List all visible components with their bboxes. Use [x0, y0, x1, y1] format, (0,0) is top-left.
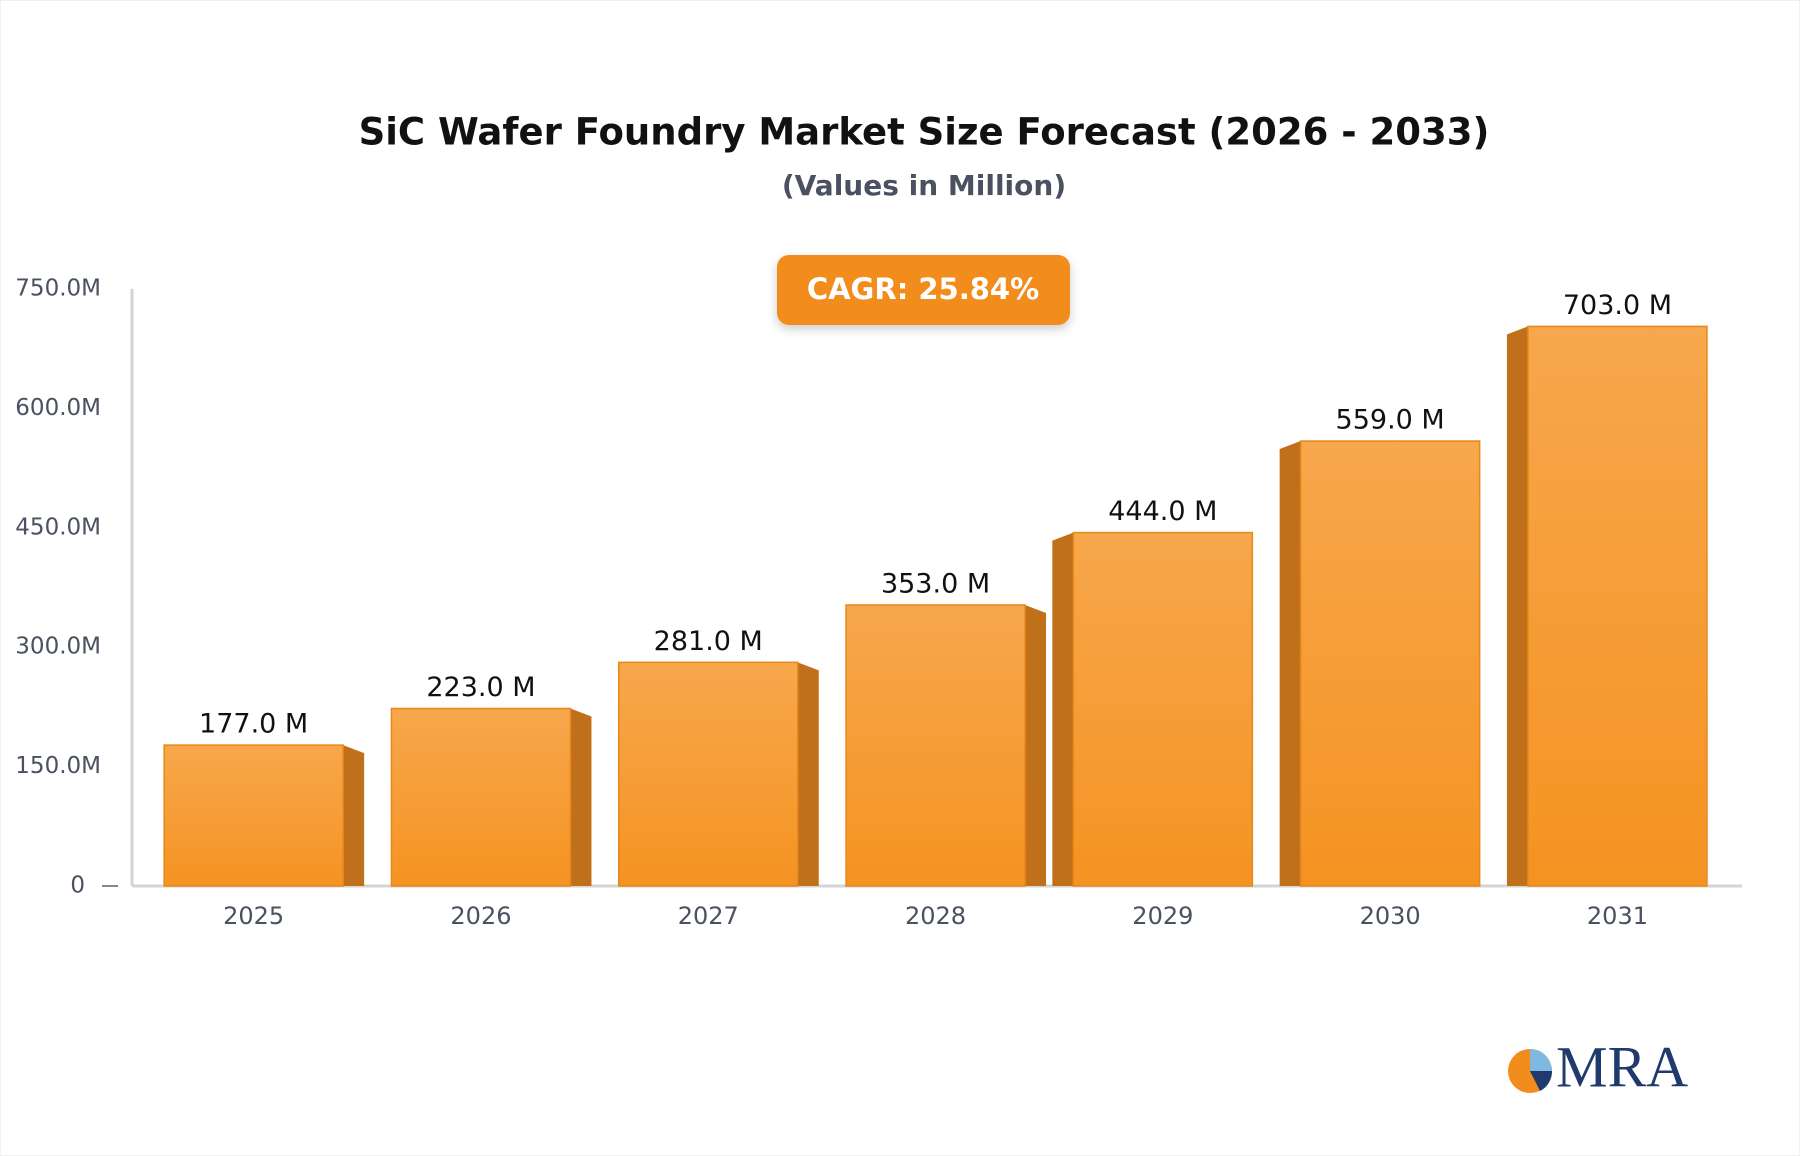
y-tick-label: 600.0M — [15, 395, 101, 421]
logo-text: MRA — [1556, 1034, 1688, 1099]
logo: MRA — [1508, 1034, 1688, 1099]
bar — [163, 744, 344, 887]
x-tick-label: 2031 — [1587, 902, 1648, 930]
logo-icon-part — [1530, 1049, 1552, 1071]
logo-icon-part — [1530, 1071, 1553, 1091]
bar-side — [1506, 326, 1528, 886]
x-tick-label: 2028 — [905, 902, 966, 930]
y-tick-label: 750.0M — [15, 276, 101, 302]
bar-side — [797, 662, 819, 886]
cagr-badge — [777, 255, 1070, 325]
x-tick-label: 2025 — [223, 902, 284, 930]
bar-side — [1279, 441, 1301, 886]
value-label: 177.0 M — [199, 709, 308, 740]
x-tick-label: 2026 — [450, 902, 511, 930]
y-tick-label: 0 — [70, 873, 85, 899]
value-label: 444.0 M — [1108, 496, 1217, 527]
value-label: 281.0 M — [654, 626, 763, 657]
bar-side — [1052, 532, 1074, 886]
bar-side — [570, 708, 592, 886]
value-label: 559.0 M — [1336, 405, 1445, 436]
y-tick-label: 150.0M — [15, 753, 101, 779]
bar — [845, 604, 1026, 887]
chart-subtitle: (Values in Million) — [782, 169, 1066, 202]
bar — [618, 661, 799, 887]
bar — [1527, 325, 1708, 887]
value-label: 353.0 M — [881, 569, 990, 600]
x-tick-label: 2027 — [678, 902, 739, 930]
x-tick-label: 2030 — [1360, 902, 1421, 930]
bar — [1072, 531, 1254, 887]
y-tick-label: 450.0M — [15, 514, 101, 540]
bar — [390, 707, 572, 887]
x-tick-label: 2029 — [1132, 902, 1193, 930]
bar-side — [1025, 605, 1047, 886]
value-label: 223.0 M — [426, 672, 535, 703]
bar — [1299, 440, 1481, 887]
bar-side — [343, 745, 365, 886]
value-label: 703.0 M — [1563, 290, 1672, 321]
chart-title: SiC Wafer Foundry Market Size Forecast (… — [359, 111, 1490, 154]
cagr-label: CAGR: 25.84% — [807, 272, 1039, 306]
y-tick-label: 300.0M — [15, 634, 101, 660]
